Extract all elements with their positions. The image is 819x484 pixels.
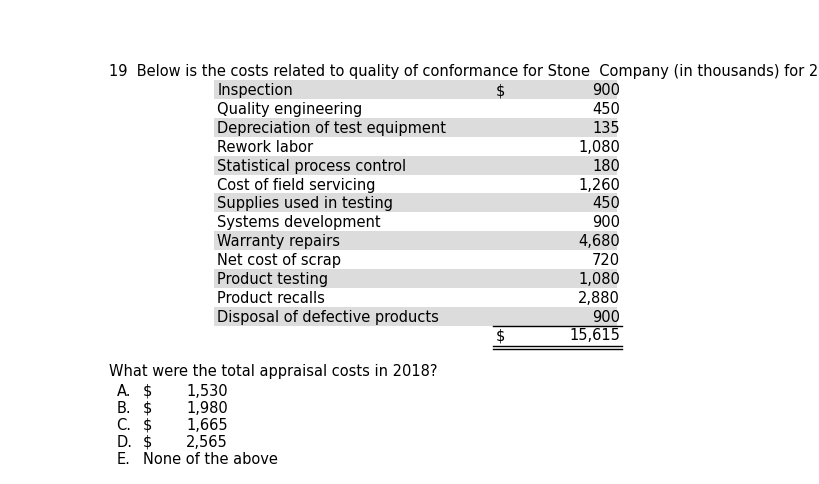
Bar xyxy=(214,119,617,137)
Text: $: $ xyxy=(143,383,152,398)
Text: Product recalls: Product recalls xyxy=(217,290,324,305)
Text: 2,565: 2,565 xyxy=(186,434,228,449)
Text: Disposal of defective products: Disposal of defective products xyxy=(217,309,438,324)
Text: B.: B. xyxy=(116,400,131,415)
Text: Inspection: Inspection xyxy=(217,83,292,98)
Text: 900: 900 xyxy=(591,309,619,324)
Text: Cost of field servicing: Cost of field servicing xyxy=(217,177,375,192)
Text: Quality engineering: Quality engineering xyxy=(217,102,362,117)
Text: 1,665: 1,665 xyxy=(186,417,228,432)
Text: C.: C. xyxy=(116,417,131,432)
Text: A.: A. xyxy=(116,383,131,398)
Text: 1,530: 1,530 xyxy=(186,383,228,398)
Text: 1,260: 1,260 xyxy=(577,177,619,192)
Text: 15,615: 15,615 xyxy=(568,328,619,343)
Bar xyxy=(214,307,617,326)
Text: 4,680: 4,680 xyxy=(577,234,619,249)
Bar xyxy=(214,81,617,100)
Text: $: $ xyxy=(143,417,152,432)
Bar xyxy=(214,194,617,213)
Text: D.: D. xyxy=(116,434,133,449)
Text: 180: 180 xyxy=(591,158,619,173)
Text: 450: 450 xyxy=(591,102,619,117)
Text: Product testing: Product testing xyxy=(217,272,328,287)
Bar xyxy=(214,232,617,251)
Text: 2,880: 2,880 xyxy=(577,290,619,305)
Text: 1,080: 1,080 xyxy=(577,272,619,287)
Bar xyxy=(214,156,617,175)
Text: 135: 135 xyxy=(592,121,619,136)
Text: 1,080: 1,080 xyxy=(577,139,619,154)
Text: 1,980: 1,980 xyxy=(186,400,228,415)
Text: 450: 450 xyxy=(591,196,619,211)
Text: What were the total appraisal costs in 2018?: What were the total appraisal costs in 2… xyxy=(109,363,437,378)
Text: 19  Below is the costs related to quality of conformance for Stone  Company (in : 19 Below is the costs related to quality… xyxy=(109,63,819,78)
Text: $: $ xyxy=(143,400,152,415)
Text: None of the above: None of the above xyxy=(143,451,278,466)
Text: 720: 720 xyxy=(591,253,619,268)
Bar xyxy=(214,270,617,288)
Text: 900: 900 xyxy=(591,215,619,230)
Text: $: $ xyxy=(143,434,152,449)
Text: Depreciation of test equipment: Depreciation of test equipment xyxy=(217,121,446,136)
Text: Systems development: Systems development xyxy=(217,215,380,230)
Text: $: $ xyxy=(495,83,505,98)
Text: Warranty repairs: Warranty repairs xyxy=(217,234,340,249)
Text: Net cost of scrap: Net cost of scrap xyxy=(217,253,341,268)
Text: Rework labor: Rework labor xyxy=(217,139,313,154)
Text: $: $ xyxy=(495,328,505,343)
Text: E.: E. xyxy=(116,451,130,466)
Text: 900: 900 xyxy=(591,83,619,98)
Text: Supplies used in testing: Supplies used in testing xyxy=(217,196,393,211)
Text: Statistical process control: Statistical process control xyxy=(217,158,406,173)
